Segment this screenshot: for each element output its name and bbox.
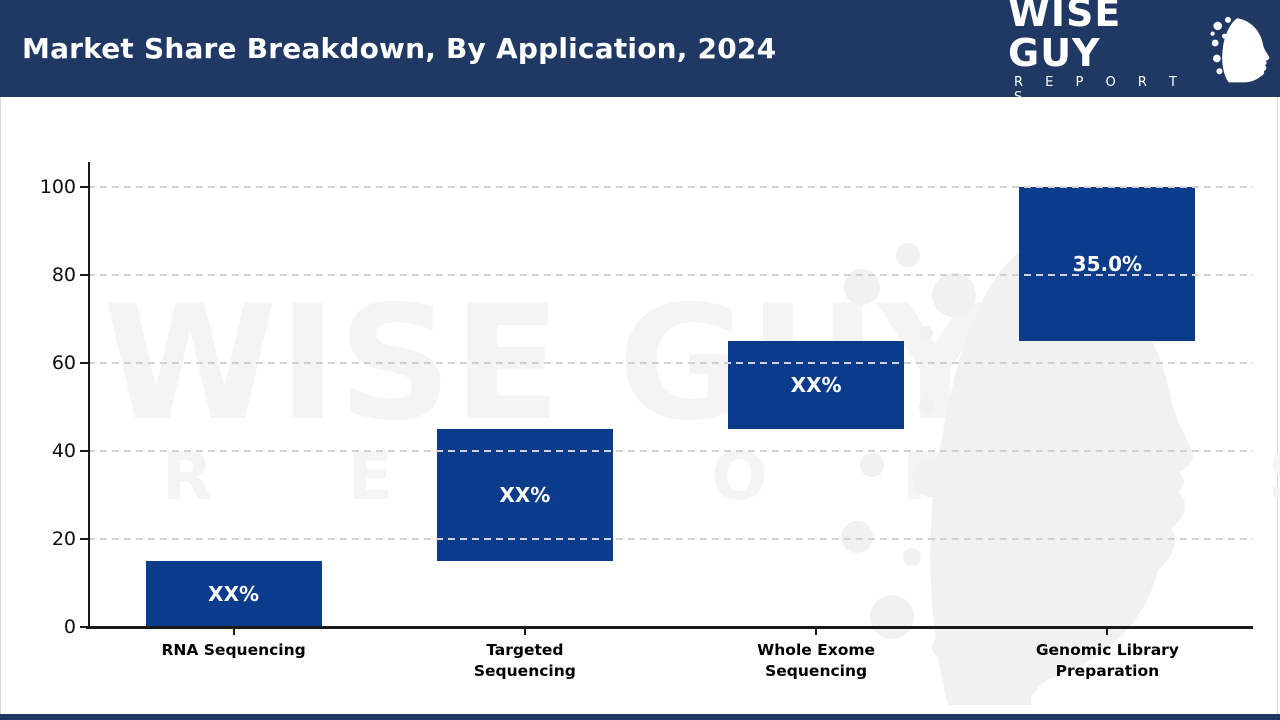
gridline-40 bbox=[88, 450, 1253, 452]
y-tick-label-100: 100 bbox=[39, 176, 76, 198]
y-tick-0 bbox=[80, 626, 88, 628]
gridline-20 bbox=[88, 538, 1253, 540]
y-tick-label-60: 60 bbox=[51, 352, 76, 374]
plot-area: 0 20 40 60 80 100 XX% RNA Sequencing XX% Targeted… bbox=[0, 97, 1280, 714]
x-tick-3 bbox=[815, 627, 818, 635]
x-tick-1 bbox=[232, 627, 235, 635]
bar-value-label-3: XX% bbox=[790, 373, 842, 397]
bar-value-label-2: XX% bbox=[499, 483, 551, 507]
x-category-label-1: RNA Sequencing bbox=[161, 641, 306, 659]
y-tick-label-0: 0 bbox=[63, 616, 76, 638]
bar-value-label-1: XX% bbox=[208, 582, 260, 606]
x-category-label-2: Targeted Sequencing bbox=[473, 641, 576, 680]
brand-name: WISE GUY bbox=[1008, 0, 1122, 75]
y-tick-40 bbox=[80, 450, 88, 452]
x-axis-spine bbox=[86, 626, 1253, 629]
y-tick-label-20: 20 bbox=[51, 528, 76, 550]
y-tick-label-40: 40 bbox=[51, 440, 76, 462]
y-tick-80 bbox=[80, 274, 88, 276]
gridline-80 bbox=[88, 274, 1253, 276]
y-tick-label-80: 80 bbox=[51, 264, 76, 286]
x-category-label-3: Whole Exome Sequencing bbox=[757, 641, 876, 680]
y-axis-spine bbox=[88, 162, 90, 628]
card-right-border bbox=[1277, 97, 1278, 714]
bar-value-label-4: 35.0% bbox=[1072, 252, 1143, 276]
x-tick-2 bbox=[523, 627, 526, 635]
brand-logo-text: WISE GUY R E P O R T S bbox=[1008, 0, 1208, 105]
y-tick-20 bbox=[80, 538, 88, 540]
x-category-label-4: Genomic Library Preparation bbox=[1035, 641, 1179, 680]
chart-title: Market Share Breakdown, By Application, … bbox=[22, 32, 777, 65]
y-tick-60 bbox=[80, 362, 88, 364]
footer-accent-bar bbox=[0, 714, 1280, 720]
brand-subname: R E P O R T S bbox=[1014, 75, 1186, 105]
bar-4 bbox=[1019, 187, 1196, 341]
header-band: Market Share Breakdown, By Application, … bbox=[0, 0, 1280, 105]
card-left-border bbox=[0, 97, 1, 714]
gridline-100 bbox=[88, 186, 1253, 188]
x-tick-4 bbox=[1106, 627, 1109, 635]
bar-1 bbox=[145, 561, 322, 627]
brand-logo: WISE GUY R E P O R T S bbox=[1008, 0, 1270, 105]
gridline-60 bbox=[88, 362, 1253, 364]
y-tick-100 bbox=[80, 186, 88, 188]
bar-3 bbox=[728, 341, 905, 429]
brand-face-icon bbox=[1210, 16, 1270, 83]
